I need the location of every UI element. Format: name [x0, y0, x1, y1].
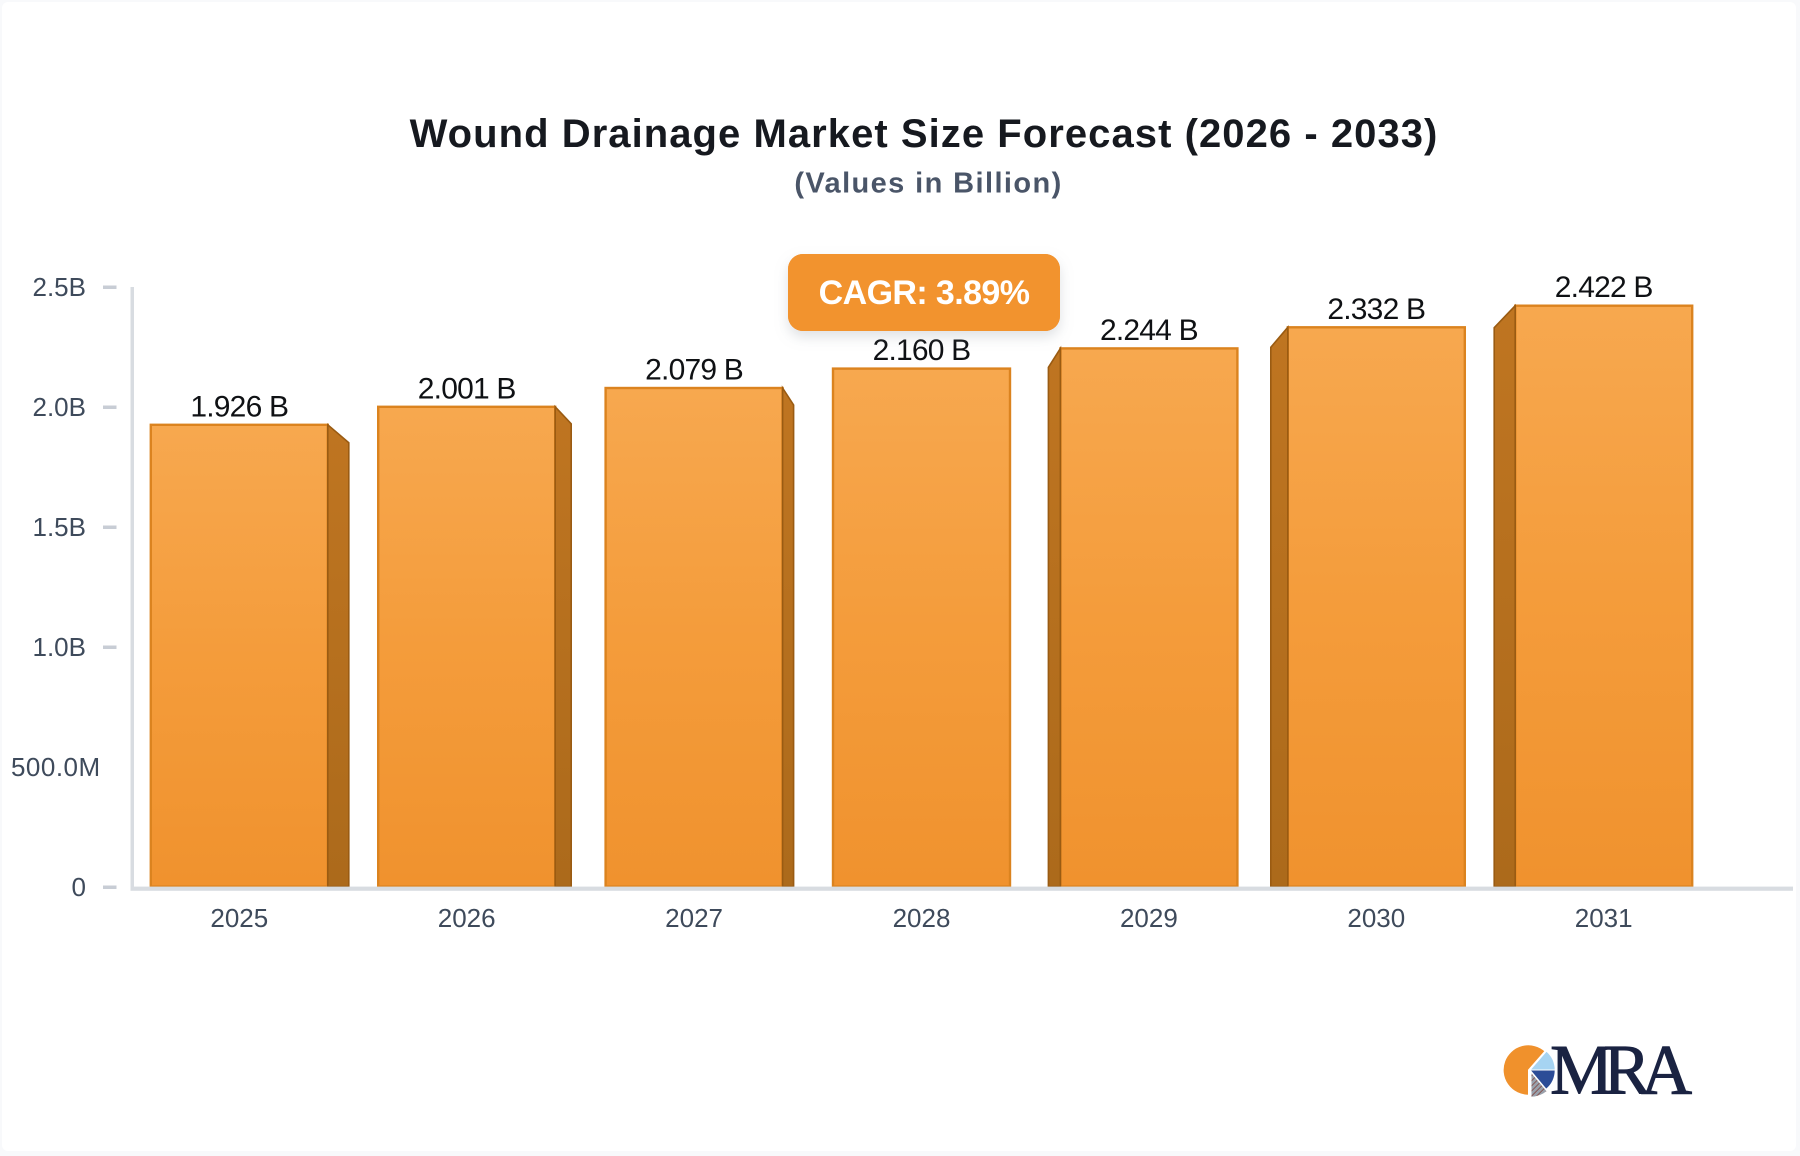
svg-text:Wound Drainage Market Size For: Wound Drainage Market Size Forecast (202… [410, 112, 1439, 156]
svg-text:(Values in Billion): (Values in Billion) [794, 168, 1062, 200]
svg-text:2.160 B: 2.160 B [873, 334, 971, 367]
svg-text:2031: 2031 [1575, 903, 1633, 933]
svg-text:MRA: MRA [1550, 1032, 1692, 1110]
svg-text:2026: 2026 [438, 903, 496, 933]
svg-text:2.001 B: 2.001 B [418, 372, 516, 405]
svg-text:2.0B: 2.0B [33, 392, 87, 422]
svg-text:2028: 2028 [893, 903, 951, 933]
svg-text:2.079 B: 2.079 B [645, 354, 743, 387]
svg-text:0: 0 [72, 872, 86, 902]
svg-text:2030: 2030 [1347, 903, 1405, 933]
svg-text:500.0M: 500.0M [11, 752, 101, 782]
svg-text:2025: 2025 [210, 903, 268, 933]
svg-text:2029: 2029 [1120, 903, 1178, 933]
svg-text:2.422 B: 2.422 B [1555, 271, 1653, 304]
svg-text:2027: 2027 [665, 903, 723, 933]
svg-text:2.332 B: 2.332 B [1327, 293, 1425, 326]
svg-text:1.926 B: 1.926 B [190, 390, 288, 423]
svg-text:2.244 B: 2.244 B [1100, 314, 1198, 347]
svg-text:2.5B: 2.5B [33, 272, 87, 302]
svg-text:1.0B: 1.0B [33, 632, 87, 662]
svg-text:1.5B: 1.5B [33, 512, 87, 542]
svg-text:CAGR: 3.89%: CAGR: 3.89% [819, 274, 1030, 312]
